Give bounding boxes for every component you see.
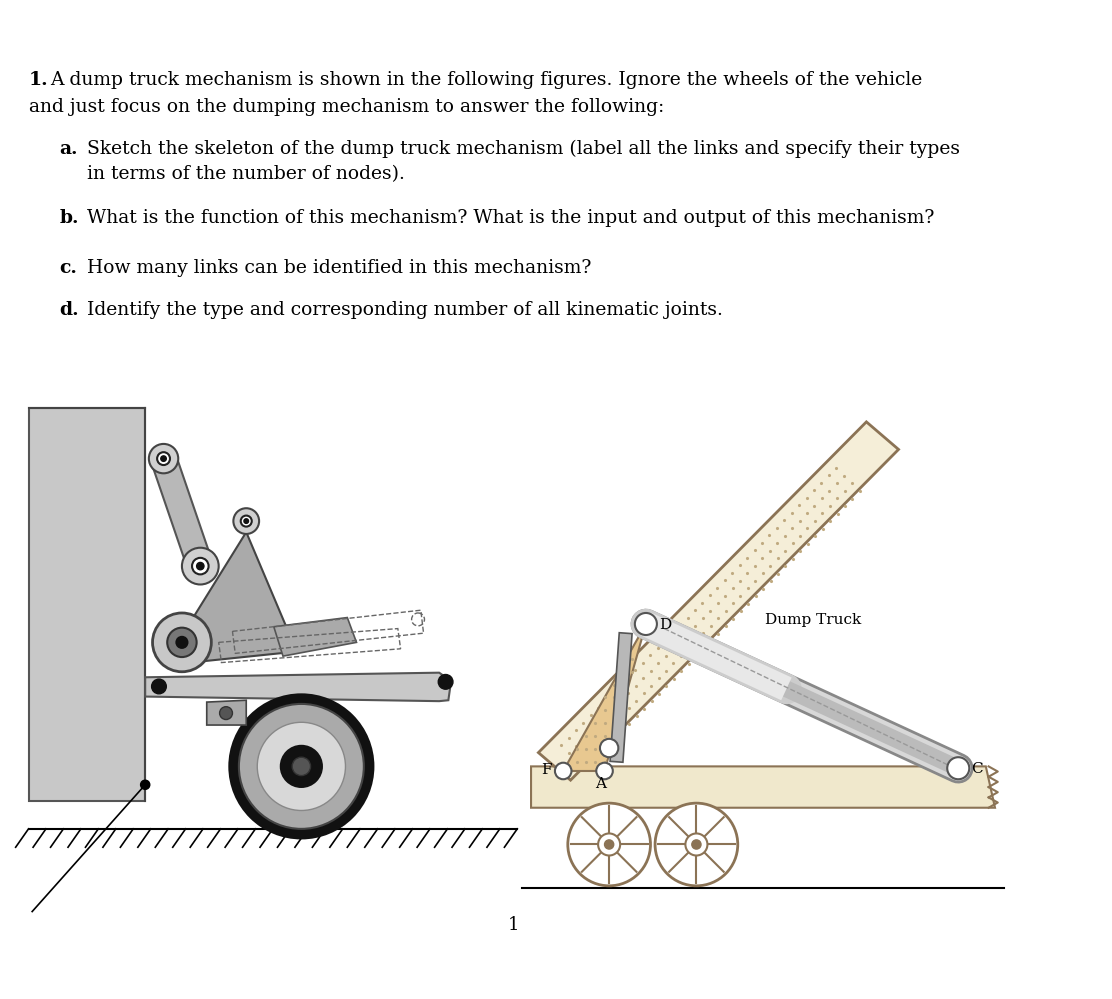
Circle shape xyxy=(605,840,614,849)
Text: d.: d. xyxy=(60,301,79,319)
Text: F: F xyxy=(542,763,552,777)
Circle shape xyxy=(598,833,620,855)
Text: in terms of the number of nodes).: in terms of the number of nodes). xyxy=(88,166,405,184)
Circle shape xyxy=(692,840,701,849)
Text: Dump Truck: Dump Truck xyxy=(765,613,862,627)
Circle shape xyxy=(568,803,651,886)
Polygon shape xyxy=(532,766,995,808)
Circle shape xyxy=(600,739,618,757)
Text: c.: c. xyxy=(60,260,78,278)
Text: What is the function of this mechanism? What is the input and output of this mec: What is the function of this mechanism? … xyxy=(88,209,935,227)
Circle shape xyxy=(167,627,197,657)
Circle shape xyxy=(140,780,150,789)
Circle shape xyxy=(947,757,970,779)
Circle shape xyxy=(244,518,249,523)
Text: A dump truck mechanism is shown in the following figures. Ignore the wheels of t: A dump truck mechanism is shown in the f… xyxy=(50,71,923,89)
Circle shape xyxy=(438,674,453,689)
Text: 1: 1 xyxy=(508,916,519,934)
Polygon shape xyxy=(29,408,146,801)
Circle shape xyxy=(655,803,737,886)
Text: and just focus on the dumping mechanism to answer the following:: and just focus on the dumping mechanism … xyxy=(29,98,664,116)
Circle shape xyxy=(292,757,310,775)
Polygon shape xyxy=(610,632,632,762)
Text: Sketch the skeleton of the dump truck mechanism (label all the links and specify: Sketch the skeleton of the dump truck me… xyxy=(88,140,961,158)
Circle shape xyxy=(257,722,346,810)
Text: 1.: 1. xyxy=(29,71,48,89)
Text: A: A xyxy=(595,776,606,790)
Text: b.: b. xyxy=(60,209,79,227)
Circle shape xyxy=(197,562,203,569)
Polygon shape xyxy=(146,672,451,701)
Circle shape xyxy=(219,706,232,719)
Circle shape xyxy=(239,704,364,829)
Polygon shape xyxy=(163,532,297,665)
Circle shape xyxy=(230,694,373,838)
Text: Identify the type and corresponding number of all kinematic joints.: Identify the type and corresponding numb… xyxy=(88,301,723,319)
Circle shape xyxy=(192,557,209,574)
Circle shape xyxy=(635,613,657,635)
Text: D: D xyxy=(658,617,671,631)
Circle shape xyxy=(240,515,251,526)
Polygon shape xyxy=(538,422,898,780)
Circle shape xyxy=(151,679,167,694)
Text: How many links can be identified in this mechanism?: How many links can be identified in this… xyxy=(88,260,592,278)
Polygon shape xyxy=(274,617,357,656)
Circle shape xyxy=(149,444,178,474)
Polygon shape xyxy=(151,455,212,570)
Circle shape xyxy=(685,833,707,855)
Circle shape xyxy=(161,456,167,462)
Polygon shape xyxy=(563,624,646,771)
Circle shape xyxy=(281,746,321,786)
Circle shape xyxy=(555,762,572,779)
Circle shape xyxy=(182,547,219,584)
Polygon shape xyxy=(207,700,246,725)
Text: a.: a. xyxy=(60,140,78,158)
Circle shape xyxy=(596,762,613,779)
Circle shape xyxy=(157,453,170,466)
Circle shape xyxy=(234,508,259,533)
Circle shape xyxy=(152,613,211,671)
Circle shape xyxy=(177,636,188,648)
Text: C: C xyxy=(971,762,983,776)
